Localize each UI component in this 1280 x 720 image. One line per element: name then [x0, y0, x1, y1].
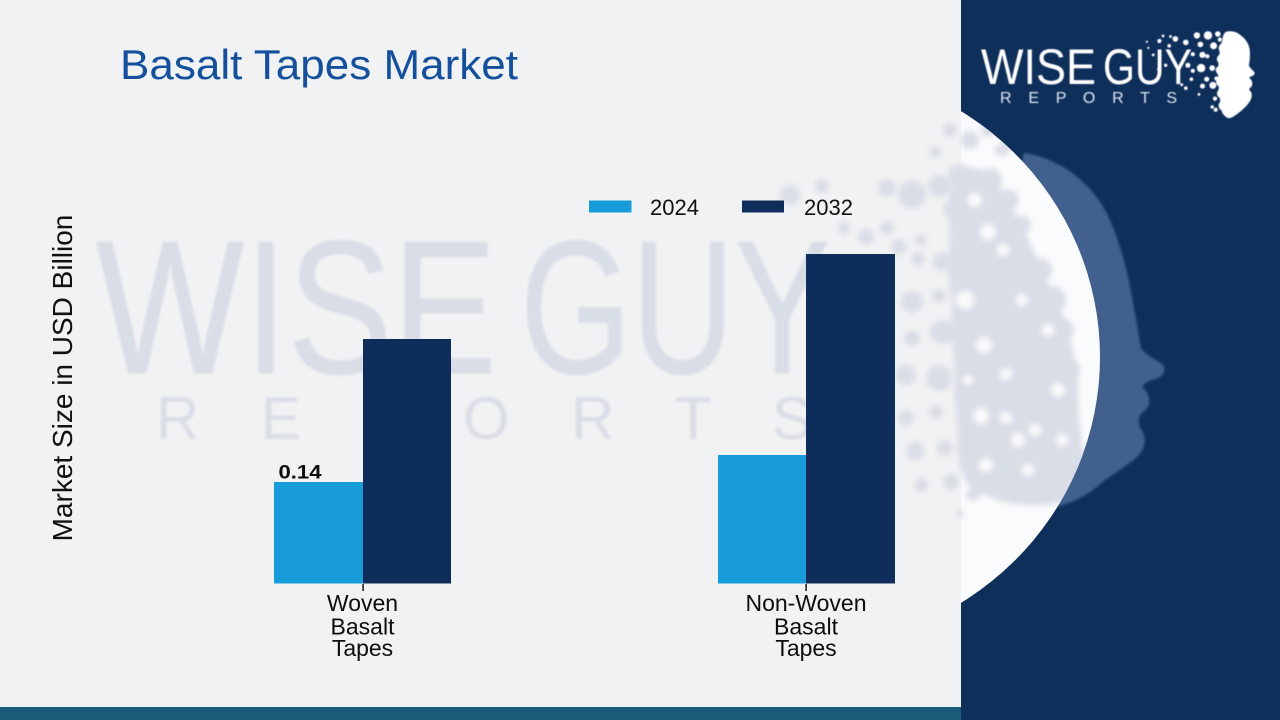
- svg-text:GUY: GUY: [520, 202, 830, 414]
- svg-text:Non-Woven: Non-Woven: [745, 590, 866, 616]
- svg-text:Tapes: Tapes: [775, 635, 836, 661]
- svg-text:Basalt: Basalt: [331, 614, 396, 640]
- svg-text:2024: 2024: [650, 195, 699, 220]
- svg-text:R E P O R T S: R E P O R T S: [156, 385, 812, 452]
- svg-text:R E P O R T S: R E P O R T S: [1000, 90, 1177, 107]
- svg-text:Market Size in USD Billion: Market Size in USD Billion: [47, 215, 78, 542]
- svg-text:WISE: WISE: [96, 202, 497, 414]
- svg-text:Tapes: Tapes: [332, 635, 393, 661]
- svg-text:Woven: Woven: [327, 590, 398, 616]
- svg-text:0.14: 0.14: [279, 463, 322, 484]
- svg-text:Basalt: Basalt: [774, 614, 839, 640]
- svg-text:WISE: WISE: [981, 39, 1096, 95]
- svg-text:2032: 2032: [804, 195, 853, 220]
- svg-text:Basalt Tapes Market: Basalt Tapes Market: [120, 41, 518, 88]
